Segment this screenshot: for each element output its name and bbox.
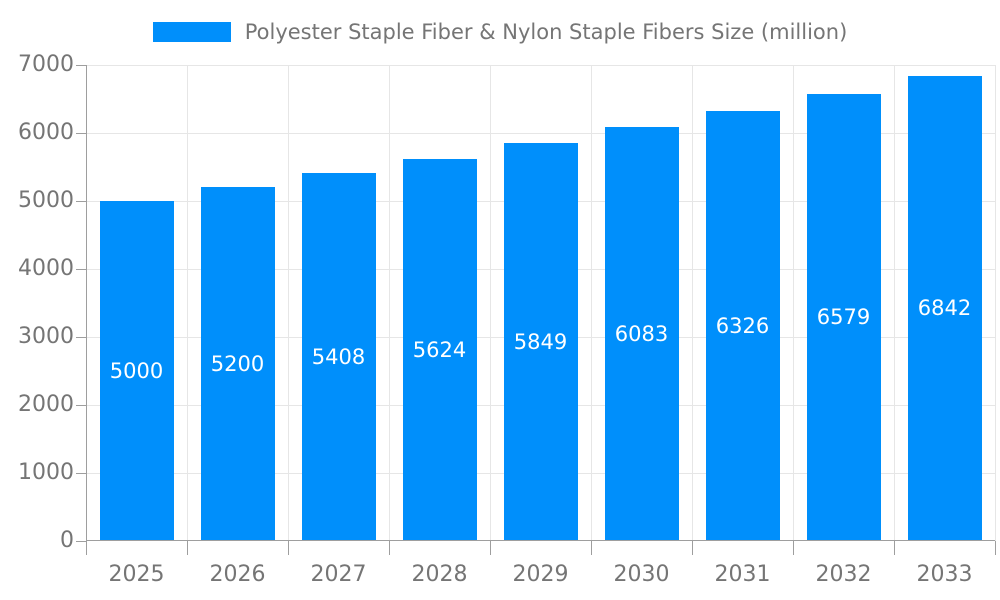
legend-swatch[interactable] xyxy=(152,22,231,42)
x-axis-label-2028: 2028 xyxy=(411,562,468,587)
bar-value-label-2032: 6579 xyxy=(816,305,871,330)
x-axis-tick-9 xyxy=(994,541,996,555)
gridline-horizontal-7000 xyxy=(86,65,995,66)
x-axis-label-2030: 2030 xyxy=(613,562,670,587)
y-axis-label-6000: 6000 xyxy=(18,120,74,145)
y-axis-tick-3000 xyxy=(76,337,86,338)
x-axis-label-2027: 2027 xyxy=(310,562,367,587)
y-axis-label-4000: 4000 xyxy=(18,256,74,281)
gridline-horizontal-6000 xyxy=(86,133,995,134)
x-axis-line xyxy=(86,540,995,541)
legend-label[interactable]: Polyester Staple Fiber & Nylon Staple Fi… xyxy=(244,20,848,44)
bar-value-label-2027: 5408 xyxy=(311,345,366,370)
x-axis-tick-8 xyxy=(893,541,895,555)
x-axis-label-2032: 2032 xyxy=(815,562,872,587)
y-axis-tick-7000 xyxy=(76,65,86,66)
gridline-vertical-2 xyxy=(287,65,289,541)
bar-2027[interactable]: 5408 xyxy=(301,173,376,541)
x-axis-tick-6 xyxy=(691,541,693,555)
gridline-vertical-8 xyxy=(893,65,895,541)
bar-2033[interactable]: 6842 xyxy=(907,75,982,541)
x-axis-tick-5 xyxy=(590,541,592,555)
y-axis-tick-6000 xyxy=(76,133,86,134)
y-axis-label-7000: 7000 xyxy=(18,52,74,77)
x-axis-tick-0 xyxy=(85,541,87,555)
x-axis-label-2025: 2025 xyxy=(108,562,165,587)
y-axis-label-2000: 2000 xyxy=(18,392,74,417)
gridline-vertical-3 xyxy=(388,65,390,541)
gridline-vertical-5 xyxy=(590,65,592,541)
y-axis-tick-4000 xyxy=(76,269,86,270)
x-axis-tick-4 xyxy=(489,541,491,555)
gridline-vertical-9 xyxy=(994,65,996,541)
x-axis-label-2026: 2026 xyxy=(209,562,266,587)
x-axis-label-2033: 2033 xyxy=(916,562,973,587)
y-axis-label-5000: 5000 xyxy=(18,188,74,213)
y-axis-tick-0 xyxy=(76,541,86,542)
gridline-vertical-1 xyxy=(186,65,188,541)
bar-value-label-2028: 5624 xyxy=(412,337,467,362)
x-axis-label-2029: 2029 xyxy=(512,562,569,587)
x-axis-tick-7 xyxy=(792,541,794,555)
bar-value-label-2026: 5200 xyxy=(210,352,265,377)
gridline-vertical-7 xyxy=(792,65,794,541)
bar-2028[interactable]: 5624 xyxy=(402,158,477,541)
x-axis-label-2031: 2031 xyxy=(714,562,771,587)
x-axis-tick-3 xyxy=(388,541,390,555)
y-axis-label-0: 0 xyxy=(60,528,74,553)
bar-value-label-2031: 6326 xyxy=(715,313,770,338)
y-axis-label-3000: 3000 xyxy=(18,324,74,349)
bar-value-label-2030: 6083 xyxy=(614,322,669,347)
gridline-vertical-4 xyxy=(489,65,491,541)
plot-area: 5000 5200 5408 5624 5849 6083 6326 6579 6842 xyxy=(86,65,996,541)
bar-2026[interactable]: 5200 xyxy=(200,187,275,541)
bar-value-label-2029: 5849 xyxy=(513,330,568,355)
y-axis-tick-2000 xyxy=(76,405,86,406)
gridline-vertical-6 xyxy=(691,65,693,541)
legend: Polyester Staple Fiber & Nylon Staple Fi… xyxy=(0,20,1000,44)
y-axis-tick-1000 xyxy=(76,473,86,474)
bar-2031[interactable]: 6326 xyxy=(705,110,780,541)
bar-2032[interactable]: 6579 xyxy=(806,93,881,541)
bar-2025[interactable]: 5000 xyxy=(99,201,174,541)
bar-value-label-2033: 6842 xyxy=(917,296,972,321)
bar-2030[interactable]: 6083 xyxy=(604,127,679,541)
x-axis-tick-1 xyxy=(186,541,188,555)
x-axis-tick-2 xyxy=(287,541,289,555)
y-axis-tick-5000 xyxy=(76,201,86,202)
bar-value-label-2025: 5000 xyxy=(109,359,164,383)
y-axis-label-1000: 1000 xyxy=(18,460,74,485)
y-axis-line xyxy=(86,65,87,541)
bar-2029[interactable]: 5849 xyxy=(503,143,578,541)
